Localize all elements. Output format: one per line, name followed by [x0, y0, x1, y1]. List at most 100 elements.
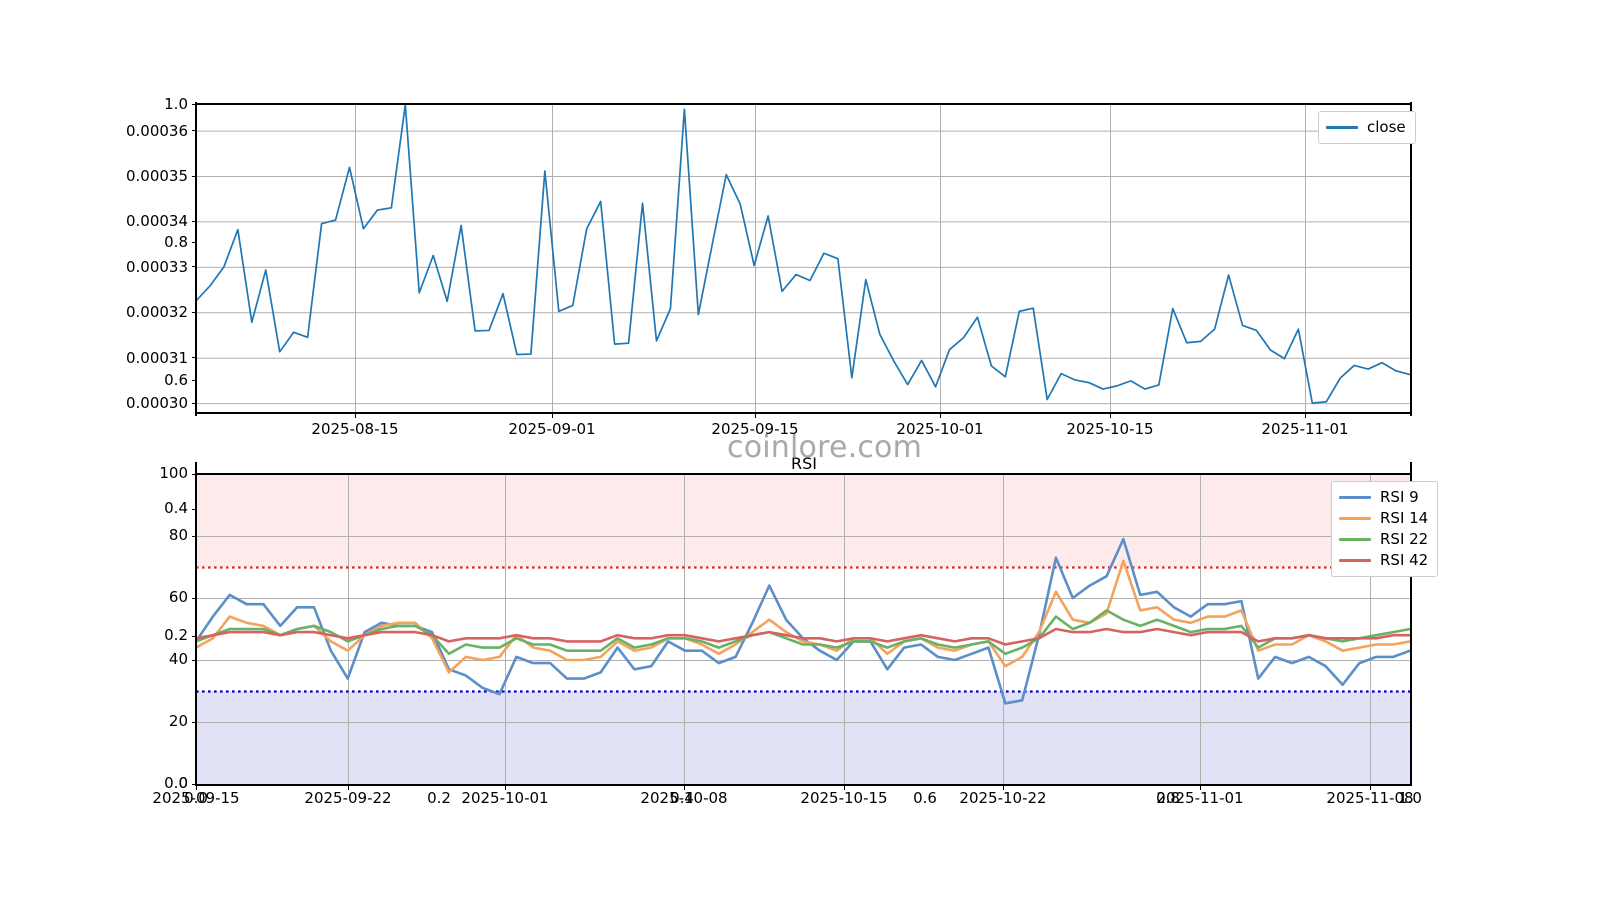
rsi-oversold-band: [196, 691, 1410, 784]
rsi-x-tickmark-7: [1370, 786, 1371, 790]
rsi-legend-item-2: RSI 22: [1339, 529, 1428, 550]
price-y-tickmark-6: [192, 130, 196, 132]
rsi-legend-swatch-0: [1339, 496, 1371, 499]
rsi-bottom-spine: [196, 784, 1411, 786]
rsi-left-spine: [195, 462, 197, 786]
rsi-top-spine: [196, 473, 1411, 475]
coinlore-watermark: coinlore.com: [727, 430, 923, 465]
rsi-x-tick-1: 2025-09-22: [304, 789, 392, 807]
rsi-y-tick-3: 60: [168, 588, 188, 606]
rsi-unit-y-tickmark-1: [192, 635, 196, 637]
price-y-tickmark-5: [192, 175, 196, 177]
price-x-tickmark-0: [355, 414, 356, 418]
rsi-plot-area: [196, 474, 1410, 784]
price-unit-y-tick-2: 1.0: [164, 95, 188, 113]
price-unit-y-tick-0: 0.6: [164, 371, 188, 389]
price-unit-tickmark-0: [192, 379, 196, 381]
rsi-unit-y-tickmark-2: [192, 508, 196, 510]
rsi-x-tick-2: 2025-10-01: [461, 789, 549, 807]
price-close-line: [195, 103, 1411, 404]
price-x-tick-3: 2025-10-01: [896, 420, 984, 438]
rsi-legend-swatch-3: [1339, 559, 1371, 562]
rsi-x-tick-0: 2025-09-15: [152, 789, 240, 807]
rsi-unit-x-tick-1: 0.2: [427, 789, 451, 807]
rsi-y-tickmark-1: [192, 721, 196, 723]
price-x-tick-1: 2025-09-01: [508, 420, 596, 438]
price-y-tick-0: 0.00030: [125, 394, 188, 413]
rsi-unit-x-tick-2: 0.4: [670, 789, 694, 807]
rsi-legend-label-2: RSI 22: [1380, 530, 1429, 548]
price-x-tickmark-2: [755, 414, 756, 418]
rsi-x-tick-4: 2025-10-15: [800, 789, 888, 807]
price-y-tick-5: 0.00035: [125, 167, 188, 185]
price-y-tick-2: 0.00032: [125, 303, 188, 322]
rsi-y-tick-2: 40: [168, 650, 188, 668]
price-y-tickmark-2: [192, 311, 196, 313]
rsi-y-tick-1: 20: [168, 712, 188, 730]
rsi-legend-item-1: RSI 14: [1339, 508, 1428, 529]
rsi-legend-label-0: RSI 9: [1380, 488, 1419, 506]
rsi-x-tickmark-6: [1200, 786, 1201, 790]
rsi-x-tickmark-5: [1003, 786, 1004, 790]
price-legend-swatch-0: [1326, 126, 1358, 129]
price-y-tickmark-3: [192, 266, 196, 268]
rsi-x-tick-3: 2025-10-08: [640, 789, 728, 807]
rsi-chart-panel: [196, 474, 1410, 784]
rsi-unit-x-tick-0: 0.0: [184, 789, 208, 807]
rsi-x-tickmark-2: [505, 786, 506, 790]
rsi-legend-swatch-2: [1339, 538, 1371, 541]
price-x-tickmark-4: [1110, 414, 1111, 418]
price-x-tickmark-1: [552, 414, 553, 418]
price-legend-item-0: close: [1326, 117, 1406, 138]
price-legend[interactable]: close: [1318, 111, 1416, 144]
rsi-y-tick-0: 0: [178, 774, 188, 792]
price-y-tickmark-1: [192, 357, 196, 359]
price-top-spine: [196, 103, 1411, 105]
price-bottom-spine: [196, 412, 1411, 414]
rsi-line-rsi-22: [196, 609, 1410, 656]
rsi-unit-x-tick-3: 0.6: [913, 789, 937, 807]
price-x-tick-0: 2025-08-15: [311, 420, 399, 438]
rsi-line-rsi-14: [196, 559, 1410, 674]
rsi-y-tickmark-5: [192, 473, 196, 475]
rsi-x-tick-5: 2025-10-22: [959, 789, 1047, 807]
rsi-x-tickmark-4: [844, 786, 845, 790]
rsi-legend-item-0: RSI 9: [1339, 487, 1428, 508]
rsi-y-tick-4: 80: [168, 526, 188, 544]
price-y-tick-1: 0.00031: [125, 348, 188, 367]
price-x-tickmark-3: [940, 414, 941, 418]
price-legend-label-0: close: [1367, 118, 1406, 136]
price-y-tick-3: 0.00033: [125, 257, 188, 276]
price-x-tick-2: 2025-09-15: [711, 420, 799, 438]
rsi-x-tick-6: 2025-11-01: [1156, 789, 1244, 807]
price-x-tick-4: 2025-10-15: [1066, 420, 1154, 438]
rsi-unit-y-tickmark-0: [192, 783, 196, 785]
rsi-x-tick-7: 2025-11-08: [1326, 789, 1414, 807]
rsi-legend-label-1: RSI 14: [1380, 509, 1429, 527]
rsi-panel-title: RSI: [791, 454, 817, 473]
rsi-legend-item-3: RSI 42: [1339, 550, 1428, 571]
rsi-line-rsi-42: [196, 627, 1410, 646]
price-left-spine: [195, 102, 197, 416]
price-right-spine: [1410, 102, 1412, 416]
price-x-tick-5: 2025-11-01: [1261, 420, 1349, 438]
rsi-x-tickmark-0: [196, 786, 197, 790]
price-y-tick-4: 0.00034: [125, 212, 188, 231]
rsi-y-tickmark-4: [192, 535, 196, 537]
rsi-y-tickmark-3: [192, 597, 196, 599]
rsi-unit-y-tick-0: 0.0: [164, 774, 188, 792]
price-plot-area: [195, 103, 1411, 412]
price-x-tickmark-5: [1305, 414, 1306, 418]
price-unit-y-tick-1: 0.8: [164, 233, 188, 251]
rsi-right-spine: [1410, 462, 1412, 786]
rsi-unit-x-tick-5: 1.0: [1398, 789, 1422, 807]
price-y-tickmark-4: [192, 220, 196, 222]
rsi-legend-label-3: RSI 42: [1380, 551, 1429, 569]
rsi-x-tickmark-1: [348, 786, 349, 790]
rsi-legend[interactable]: RSI 9 RSI 14 RSI 22 RSI 42: [1331, 481, 1439, 577]
rsi-unit-y-tick-2: 0.4: [164, 499, 188, 517]
rsi-overbought-band: [196, 474, 1410, 567]
rsi-legend-swatch-1: [1339, 517, 1371, 520]
rsi-unit-y-tick-1: 0.2: [164, 626, 188, 644]
